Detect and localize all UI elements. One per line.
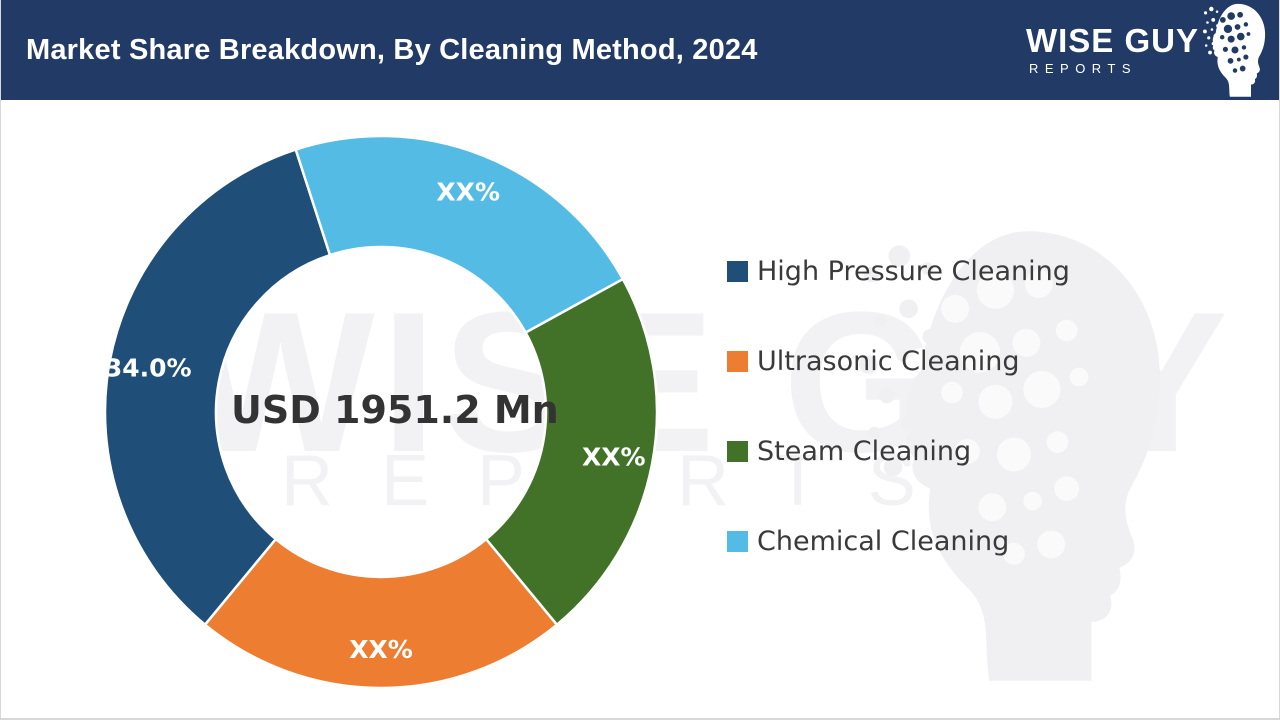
donut-chart: 34.0% XX% XX% XX% [103,134,659,690]
donut-segment-0 [103,148,332,626]
legend-label: High Pressure Cleaning [757,255,1070,287]
segment-label-2: XX% [582,442,646,471]
donut-segment-3 [294,134,625,334]
donut-segment-2 [484,277,659,626]
legend-item-steam-cleaning: Steam Cleaning [727,435,1070,467]
page-title: Market Share Breakdown, By Cleaning Meth… [26,33,758,66]
donut-segment-1 [203,537,559,690]
chart-center-value: USD 1951.2 Mn [231,388,559,432]
wiseguy-logo: WISE GUY REPORTS [1026,2,1280,98]
legend-label: Ultrasonic Cleaning [757,345,1020,377]
legend-label: Steam Cleaning [757,435,972,467]
legend-item-chemical-cleaning: Chemical Cleaning [727,525,1070,557]
legend-item-high-pressure-cleaning: High Pressure Cleaning [727,255,1070,287]
legend-swatch-icon [727,530,748,552]
header-bar: Market Share Breakdown, By Cleaning Meth… [1,0,1280,100]
legend-swatch-icon [727,440,748,462]
chart-legend: High Pressure Cleaning Ultrasonic Cleani… [727,256,1070,616]
legend-label: Chemical Cleaning [757,525,1010,557]
legend-item-ultrasonic-cleaning: Ultrasonic Cleaning [727,345,1070,377]
logo-text: WISE GUY REPORTS [1025,22,1199,77]
legend-swatch-icon [727,260,748,282]
segment-label-3: XX% [436,178,500,207]
segment-label-0: 34.0% [105,354,192,383]
logo-subtitle: REPORTS [1028,61,1138,76]
legend-swatch-icon [727,350,748,372]
segment-label-1: XX% [349,635,413,664]
logo-head-icon [1203,2,1267,98]
logo-wordmark: WISE GUY [1025,22,1199,59]
